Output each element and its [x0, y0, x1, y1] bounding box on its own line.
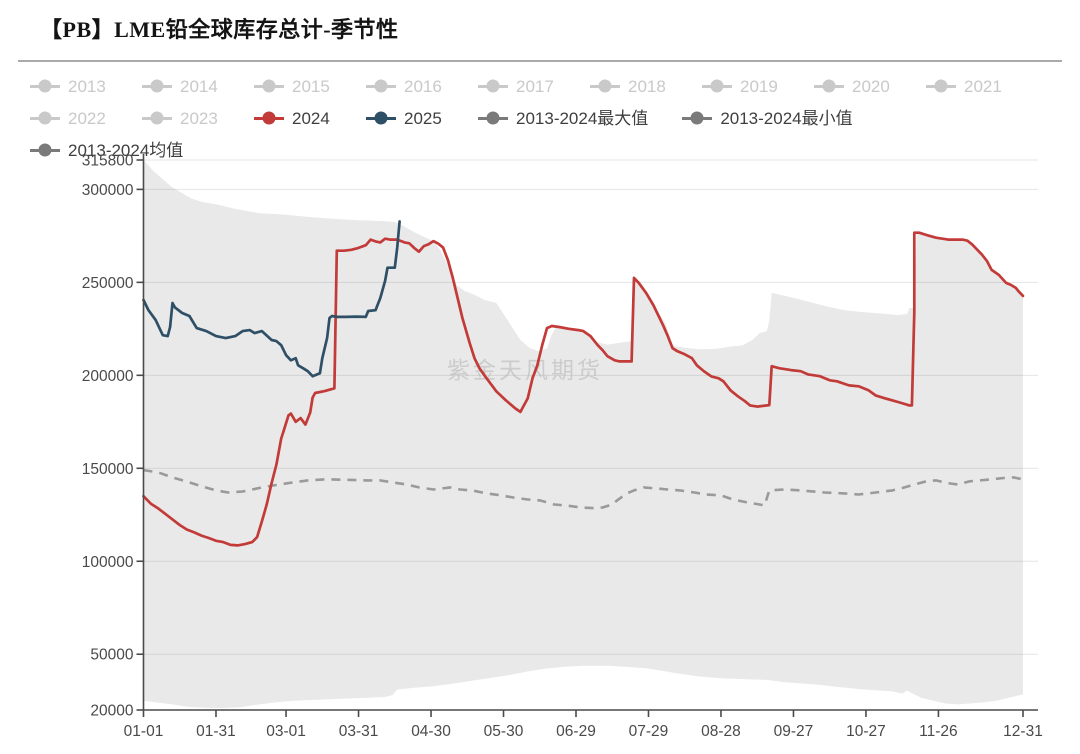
legend-label: 2014 — [180, 76, 218, 96]
y-tick-label: 300000 — [82, 182, 134, 199]
legend-item-2013-2024均值[interactable]: 2013-2024均值 — [30, 142, 183, 159]
watermark: 紫金天风期货 — [447, 357, 603, 383]
min-max-band — [143, 160, 1023, 709]
legend-label: 2013-2024均值 — [68, 140, 184, 160]
x-tick-label: 11-26 — [919, 723, 958, 740]
y-tick-label: 150000 — [82, 461, 134, 478]
legend-item-2013-2024最小值[interactable]: 2013-2024最小值 — [682, 108, 853, 128]
y-tick-label: 50000 — [90, 647, 133, 664]
legend-item-2025[interactable]: 2025 — [366, 110, 444, 127]
y-tick-label: 100000 — [82, 554, 134, 571]
legend-row-1: 2013 2014 2015 2016 2017 2018 2019 2020 2021 — [30, 70, 1060, 102]
x-tick-label: 07-29 — [629, 723, 669, 740]
legend-label: 2013-2024最小值 — [720, 108, 853, 128]
y-tick-label: 250000 — [82, 275, 134, 292]
legend-row-2: 2022 2023 2024 2025 2013-2024最大值 2013-2024最小值 — [30, 102, 1060, 134]
legend-label: 2025 — [404, 108, 442, 128]
x-tick-label: 10-27 — [846, 723, 886, 740]
legend-label: 2024 — [292, 108, 330, 128]
legend-marker-icon — [814, 79, 844, 93]
legend-marker-icon — [590, 79, 620, 93]
legend-item-2020[interactable]: 2020 — [814, 78, 892, 95]
legend-marker-icon — [254, 79, 284, 93]
x-tick-label: 05-30 — [484, 723, 524, 740]
legend-marker-icon — [142, 111, 172, 125]
legend-item-2015[interactable]: 2015 — [254, 78, 332, 95]
series-2024-line — [142, 231, 1025, 547]
legend-marker-icon — [254, 111, 284, 125]
legend-label: 2016 — [404, 76, 442, 96]
legend-marker-icon — [142, 79, 172, 93]
x-tick-label: 09-27 — [774, 723, 814, 740]
legend-marker-icon — [30, 111, 60, 125]
legend-marker-icon — [478, 111, 508, 125]
legend-label: 2018 — [628, 76, 666, 96]
legend-label: 2015 — [292, 76, 330, 96]
legend-item-2017[interactable]: 2017 — [478, 78, 556, 95]
legend-item-2023[interactable]: 2023 — [142, 110, 220, 127]
legend-label: 2013-2024最大值 — [516, 108, 649, 128]
legend-label: 2017 — [516, 76, 554, 96]
legend-label: 2023 — [180, 108, 218, 128]
legend: 2013 2014 2015 2016 2017 2018 2019 2020 2021 2022… — [30, 70, 1060, 166]
x-tick-label: 06-29 — [556, 723, 596, 740]
title-divider — [18, 60, 1062, 62]
legend-item-2016[interactable]: 2016 — [366, 78, 444, 95]
legend-item-2013-2024最大值[interactable]: 2013-2024最大值 — [478, 110, 648, 127]
chart-title: 【PB】LME铅全球库存总计-季节性 — [40, 17, 399, 42]
legend-marker-icon — [926, 79, 956, 93]
legend-item-2024[interactable]: 2024 — [254, 110, 332, 127]
legend-item-2019[interactable]: 2019 — [702, 78, 780, 95]
legend-marker-icon — [702, 79, 732, 93]
x-tick-label: 01-31 — [196, 723, 236, 740]
legend-marker-icon — [366, 111, 396, 125]
legend-item-2014[interactable]: 2014 — [142, 78, 220, 95]
y-tick-label: 315800 — [82, 153, 134, 170]
x-tick-label: 12-31 — [1003, 723, 1043, 740]
legend-label: 2021 — [964, 76, 1002, 96]
x-tick-label: 03-31 — [339, 723, 379, 740]
legend-item-2021[interactable]: 2021 — [926, 78, 1004, 95]
legend-marker-icon — [366, 79, 396, 93]
legend-label: 2019 — [740, 76, 778, 96]
series-2025-line — [142, 220, 401, 378]
legend-item-2022[interactable]: 2022 — [30, 110, 108, 127]
legend-item-2013[interactable]: 2013 — [30, 78, 108, 95]
legend-item-2018[interactable]: 2018 — [590, 78, 668, 95]
legend-marker-icon — [30, 79, 60, 93]
legend-marker-icon — [682, 111, 713, 125]
x-tick-label: 03-01 — [266, 723, 306, 740]
legend-marker-icon — [478, 79, 508, 93]
legend-label: 2020 — [852, 76, 890, 96]
legend-marker-icon — [30, 143, 60, 157]
x-tick-label: 01-01 — [124, 723, 164, 740]
y-tick-label: 20000 — [90, 703, 133, 720]
legend-row-3: 2013-2024均值 — [30, 134, 1060, 166]
y-tick-label: 200000 — [82, 368, 134, 385]
legend-label: 2013 — [68, 76, 106, 96]
legend-label: 2022 — [68, 108, 106, 128]
x-tick-label: 08-28 — [701, 723, 741, 740]
x-tick-label: 04-30 — [411, 723, 451, 740]
